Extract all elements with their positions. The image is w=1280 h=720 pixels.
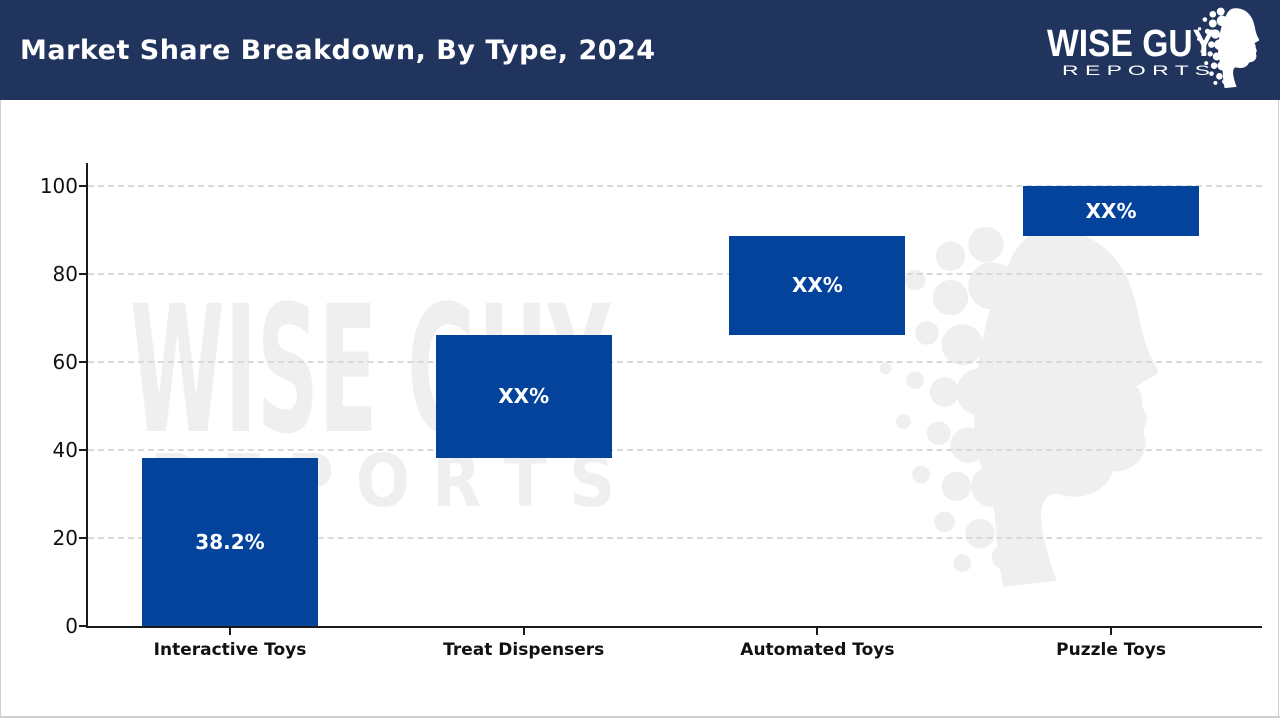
logo-line1: WISE GUY	[1047, 23, 1215, 65]
bar-value-label: 38.2%	[195, 529, 265, 554]
figure-left-border	[0, 100, 1, 717]
y-tick-mark-0	[79, 625, 86, 627]
gridline-y-20	[88, 537, 1262, 539]
y-tick-label-40: 40	[52, 438, 78, 462]
header-bar: Market Share Breakdown, By Type, 2024 WI…	[0, 0, 1280, 100]
figure-bottom-border	[0, 716, 1280, 718]
y-tick-mark-80	[79, 273, 86, 275]
y-tick-mark-60	[79, 361, 86, 363]
y-tick-label-60: 60	[52, 350, 78, 374]
wise-guy-reports-logo: WISE GUY R E P O R T S	[1047, 7, 1260, 89]
bar-treat-dispensers: XX%	[435, 334, 612, 458]
y-tick-mark-40	[79, 449, 86, 451]
gridline-y-60	[88, 361, 1262, 363]
bar-value-label: XX%	[498, 384, 550, 409]
category-label-treat-dispensers: Treat Dispensers	[443, 640, 605, 660]
chart-title: Market Share Breakdown, By Type, 2024	[20, 34, 656, 66]
category-label-automated-toys: Automated Toys	[740, 640, 895, 660]
x-tick-mark-automated-toys	[816, 628, 819, 635]
y-tick-label-100: 100	[39, 174, 78, 198]
y-tick-mark-20	[79, 537, 86, 539]
y-tick-mark-100	[79, 185, 86, 187]
y-axis-spine	[86, 163, 88, 628]
y-tick-label-80: 80	[52, 262, 78, 286]
figure-right-border	[1278, 100, 1279, 717]
bar-interactive-toys: 38.2%	[142, 457, 318, 626]
y-tick-label-20: 20	[52, 526, 78, 550]
gridline-y-40	[88, 449, 1262, 451]
bar-value-label: XX%	[791, 273, 843, 298]
y-tick-label-0: 0	[65, 614, 78, 638]
x-axis-spine	[86, 626, 1262, 628]
x-tick-mark-interactive-toys	[229, 628, 231, 635]
x-tick-mark-treat-dispensers	[522, 628, 525, 635]
category-label-puzzle-toys: Puzzle Toys	[1056, 640, 1167, 660]
gridline-y-100	[88, 185, 1262, 187]
x-tick-mark-puzzle-toys	[1110, 628, 1113, 635]
logo-line2: R E P O R T S	[1062, 62, 1210, 78]
bar-value-label: XX%	[1085, 199, 1137, 224]
gridline-y-80	[88, 273, 1262, 275]
category-label-interactive-toys: Interactive Toys	[153, 640, 307, 660]
bar-puzzle-toys: XX%	[1023, 186, 1200, 237]
bar-automated-toys: XX%	[729, 236, 906, 335]
